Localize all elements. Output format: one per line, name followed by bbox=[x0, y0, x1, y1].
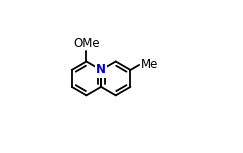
Text: N: N bbox=[96, 63, 106, 76]
Text: OMe: OMe bbox=[73, 37, 100, 50]
Text: N: N bbox=[96, 63, 106, 76]
Text: Me: Me bbox=[141, 58, 158, 71]
